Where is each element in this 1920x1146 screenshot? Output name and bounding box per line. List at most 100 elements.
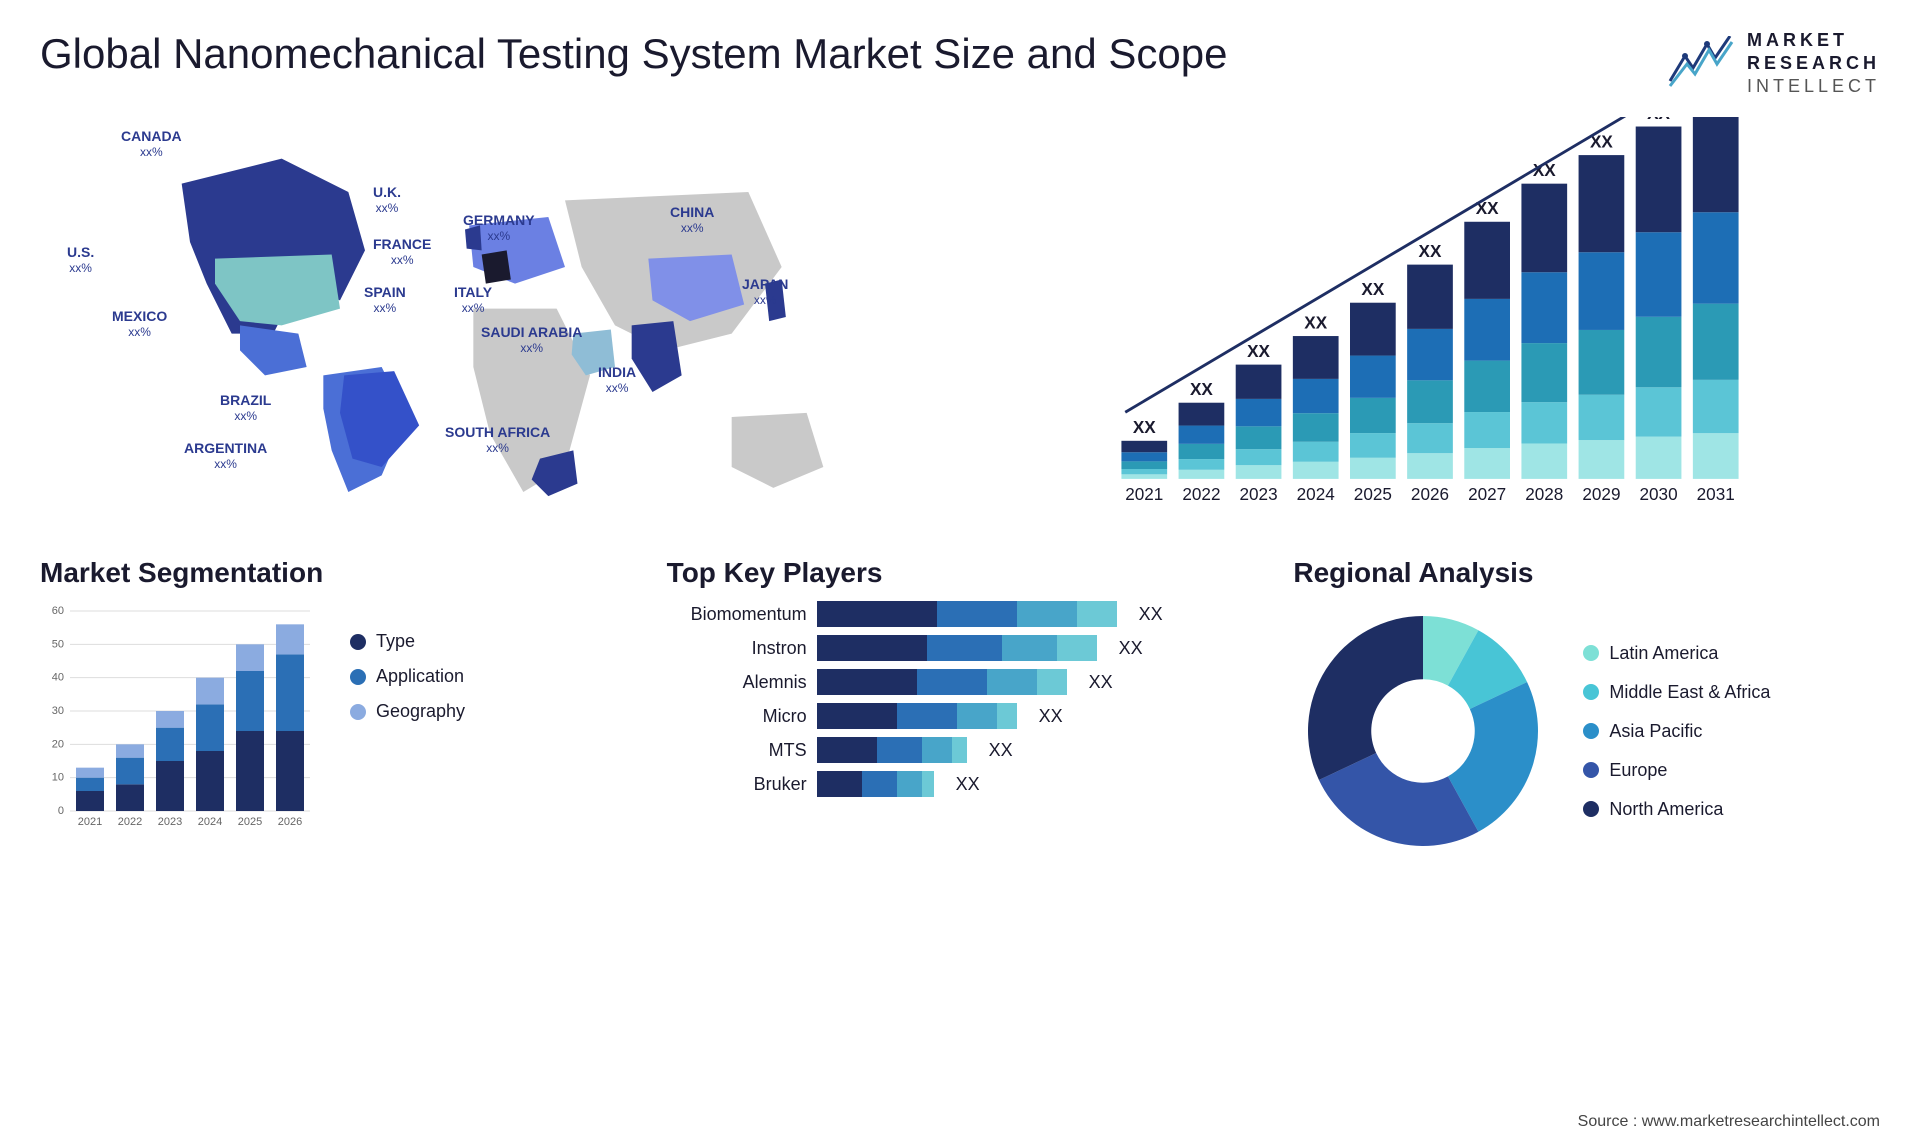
- svg-text:2021: 2021: [78, 816, 102, 828]
- player-bar-seg: [817, 635, 927, 661]
- map-region-india: [632, 321, 682, 392]
- player-bar-seg: [957, 703, 997, 729]
- growth-bar-seg: [1693, 212, 1739, 303]
- growth-bar-seg: [1179, 444, 1225, 459]
- map-label-southafrica: SOUTH AFRICAxx%: [445, 425, 550, 456]
- segmentation-title: Market Segmentation: [40, 557, 627, 589]
- player-bar-seg: [952, 737, 967, 763]
- logo-line1: MARKET: [1747, 30, 1880, 51]
- map-label-china: CHINAxx%: [670, 205, 714, 236]
- seg-bar: [236, 644, 264, 671]
- player-bar-seg: [1002, 635, 1057, 661]
- growth-year: 2021: [1125, 484, 1163, 504]
- seg-bar: [76, 778, 104, 791]
- growth-bar-seg: [1464, 412, 1510, 448]
- region-legend-item: Asia Pacific: [1583, 721, 1770, 742]
- growth-bar-seg: [1350, 398, 1396, 433]
- region-legend-item: North America: [1583, 799, 1770, 820]
- logo: MARKET RESEARCH INTELLECT: [1665, 30, 1880, 97]
- svg-text:20: 20: [52, 738, 64, 750]
- players-title: Top Key Players: [667, 557, 1254, 589]
- growth-bar-seg: [1121, 474, 1167, 479]
- region-legend-item: Middle East & Africa: [1583, 682, 1770, 703]
- svg-text:50: 50: [52, 638, 64, 650]
- player-bar-seg: [922, 737, 952, 763]
- player-bar-seg: [1037, 669, 1067, 695]
- growth-year: 2029: [1582, 484, 1620, 504]
- growth-bar-seg: [1693, 304, 1739, 380]
- logo-line3: INTELLECT: [1747, 76, 1880, 97]
- growth-bar-seg: [1579, 252, 1625, 330]
- player-row: Alemnis XX: [667, 669, 1254, 695]
- growth-bar-seg: [1521, 402, 1567, 443]
- seg-bar: [196, 704, 224, 751]
- map-label-argentina: ARGENTINAxx%: [184, 441, 267, 472]
- growth-bar-seg: [1636, 127, 1682, 233]
- growth-bar-seg: [1350, 433, 1396, 458]
- growth-value: XX: [1133, 417, 1156, 437]
- growth-bar-seg: [1293, 413, 1339, 442]
- growth-bar-seg: [1293, 442, 1339, 462]
- world-map: CANADAxx%U.S.xx%MEXICOxx%BRAZILxx%ARGENT…: [40, 117, 940, 517]
- player-row: MicroXX: [667, 703, 1254, 729]
- map-label-italy: ITALYxx%: [454, 285, 492, 316]
- logo-line2: RESEARCH: [1747, 53, 1880, 74]
- map-label-india: INDIAxx%: [598, 365, 636, 396]
- map-label-us: U.S.xx%: [67, 245, 94, 276]
- growth-bar-seg: [1464, 448, 1510, 479]
- player-label: Alemnis: [667, 672, 807, 693]
- svg-text:60: 60: [52, 605, 64, 617]
- growth-bar-seg: [1179, 470, 1225, 479]
- growth-bar-seg: [1579, 330, 1625, 395]
- growth-bar-seg: [1693, 433, 1739, 479]
- svg-text:2025: 2025: [238, 816, 262, 828]
- player-bar-seg: [1077, 601, 1117, 627]
- player-row: InstronXX: [667, 635, 1254, 661]
- map-region-aus: [732, 413, 824, 488]
- growth-bar-seg: [1407, 265, 1453, 329]
- seg-bar: [156, 711, 184, 728]
- player-row: BrukerXX: [667, 771, 1254, 797]
- svg-text:30: 30: [52, 705, 64, 717]
- growth-bar-seg: [1464, 299, 1510, 361]
- growth-bar-seg: [1121, 441, 1167, 452]
- map-label-mexico: MEXICOxx%: [112, 309, 167, 340]
- seg-legend-item: Type: [350, 631, 465, 652]
- player-bar-seg: [987, 669, 1037, 695]
- seg-bar: [236, 671, 264, 731]
- growth-bar-seg: [1236, 365, 1282, 399]
- map-label-spain: SPAINxx%: [364, 285, 406, 316]
- growth-bar-seg: [1636, 437, 1682, 479]
- player-bar-seg: [897, 703, 957, 729]
- player-bar-seg: [817, 601, 937, 627]
- player-label: Biomomentum: [667, 604, 807, 625]
- player-bar-seg: [917, 669, 987, 695]
- player-value: XX: [1089, 672, 1113, 693]
- map-label-japan: JAPANxx%: [742, 277, 788, 308]
- player-bar-seg: [862, 771, 897, 797]
- svg-text:0: 0: [58, 805, 64, 817]
- growth-bar-seg: [1464, 222, 1510, 299]
- map-label-canada: CANADAxx%: [121, 129, 182, 160]
- growth-bar-seg: [1293, 379, 1339, 413]
- donut-slice: [1308, 616, 1423, 780]
- players-panel: Top Key Players Biomomentum XX InstronXX Al…: [667, 557, 1254, 861]
- growth-year: 2022: [1182, 484, 1220, 504]
- growth-bar-seg: [1236, 399, 1282, 426]
- player-bar-seg: [817, 737, 877, 763]
- seg-legend-item: Application: [350, 666, 465, 687]
- growth-year: 2028: [1525, 484, 1563, 504]
- map-region-mex: [240, 325, 307, 375]
- seg-bar: [276, 624, 304, 654]
- map-label-uk: U.K.xx%: [373, 185, 401, 216]
- seg-bar: [196, 751, 224, 811]
- growth-bar-seg: [1521, 184, 1567, 273]
- segmentation-panel: Market Segmentation 01020304050602021202…: [40, 557, 627, 861]
- svg-text:2024: 2024: [198, 816, 222, 828]
- page-title: Global Nanomechanical Testing System Mar…: [40, 30, 1228, 78]
- growth-value: XX: [1361, 279, 1384, 299]
- growth-bar-seg: [1521, 272, 1567, 343]
- seg-bar: [116, 744, 144, 757]
- player-label: Micro: [667, 706, 807, 727]
- growth-value: XX: [1647, 117, 1670, 123]
